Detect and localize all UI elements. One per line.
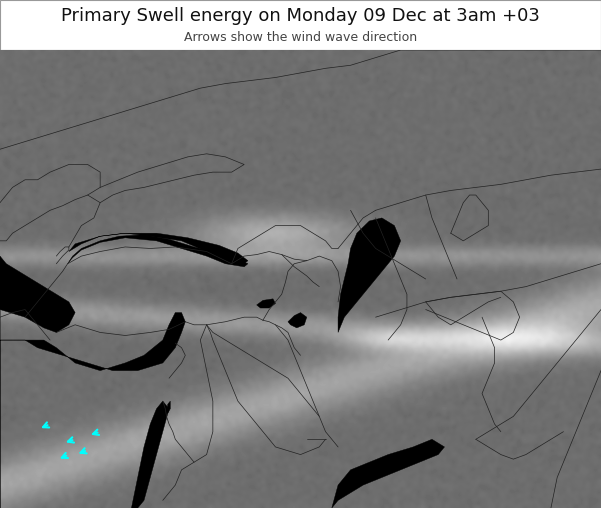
Polygon shape bbox=[0, 312, 185, 508]
Polygon shape bbox=[338, 218, 401, 332]
Polygon shape bbox=[69, 233, 248, 264]
Polygon shape bbox=[332, 439, 445, 508]
Polygon shape bbox=[166, 401, 170, 414]
Text: Arrows show the wind wave direction: Arrows show the wind wave direction bbox=[184, 31, 417, 44]
Polygon shape bbox=[257, 299, 275, 308]
Polygon shape bbox=[288, 312, 307, 328]
Polygon shape bbox=[0, 256, 75, 508]
Polygon shape bbox=[132, 401, 169, 508]
Polygon shape bbox=[67, 235, 248, 267]
Text: Primary Swell energy on Monday 09 Dec at 3am +03: Primary Swell energy on Monday 09 Dec at… bbox=[61, 7, 540, 25]
